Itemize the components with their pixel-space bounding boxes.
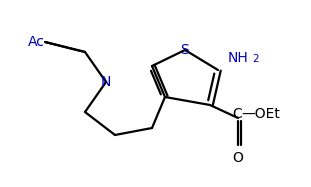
Text: O: O	[233, 151, 244, 165]
Text: —OEt: —OEt	[241, 107, 280, 121]
Text: S: S	[181, 43, 189, 57]
Text: 2: 2	[252, 54, 259, 64]
Text: C: C	[232, 107, 242, 121]
Text: N: N	[101, 75, 111, 89]
Text: NH: NH	[228, 51, 249, 65]
Text: Ac: Ac	[28, 35, 45, 49]
